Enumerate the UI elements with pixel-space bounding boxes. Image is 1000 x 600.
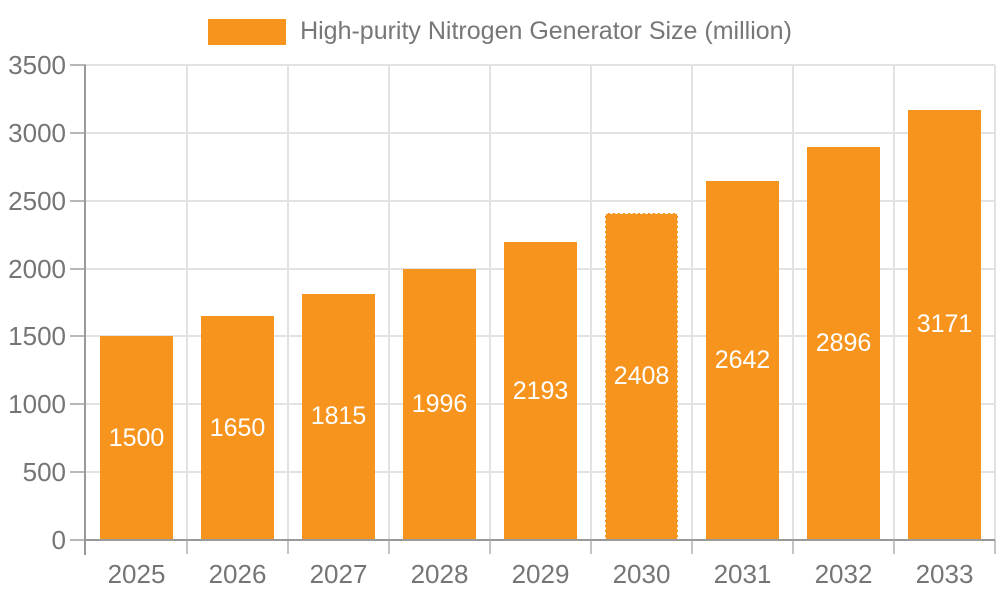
x-axis-tick-label: 2026 bbox=[208, 559, 267, 589]
gridline-vertical bbox=[489, 65, 491, 540]
legend: High-purity Nitrogen Generator Size (mil… bbox=[0, 17, 1000, 46]
y-axis-tick-label: 3000 bbox=[8, 117, 66, 148]
gridline-horizontal bbox=[86, 64, 995, 66]
x-axis-tick-label: 2033 bbox=[915, 559, 974, 589]
gridline-vertical bbox=[792, 65, 794, 540]
bar[interactable]: 1815 bbox=[302, 293, 375, 540]
x-axis-tick-label: 2029 bbox=[511, 559, 570, 589]
bar-value-label: 3171 bbox=[916, 310, 973, 339]
x-axis-tick bbox=[186, 540, 188, 554]
y-axis-tick bbox=[70, 199, 86, 202]
bar[interactable]: 2408 bbox=[605, 213, 678, 540]
plot-area: 1500 1650 1815 1996 2193 2408 2642 2896 3171 bbox=[86, 64, 996, 540]
x-axis-tick-label: 2032 bbox=[814, 559, 873, 589]
legend-label: High-purity Nitrogen Generator Size (mil… bbox=[300, 17, 792, 45]
gridline-vertical bbox=[388, 65, 390, 540]
y-axis-tick bbox=[70, 267, 86, 270]
bar-value-label: 2193 bbox=[512, 376, 569, 405]
bar-value-label: 2642 bbox=[714, 346, 771, 375]
y-axis-tick-label: 1000 bbox=[8, 389, 66, 420]
bar-value-label: 1996 bbox=[411, 390, 468, 419]
bar[interactable]: 2193 bbox=[504, 242, 577, 540]
y-axis-tick bbox=[70, 64, 86, 66]
bar-value-label: 1650 bbox=[209, 413, 266, 442]
x-axis-tick bbox=[691, 540, 693, 554]
bar[interactable]: 1996 bbox=[403, 269, 476, 540]
gridline-vertical bbox=[691, 65, 693, 540]
x-axis-tick bbox=[792, 540, 794, 554]
x-axis-tick-label: 2025 bbox=[107, 559, 166, 589]
bar[interactable]: 3171 bbox=[908, 109, 981, 540]
y-axis-tick bbox=[70, 335, 86, 338]
bar[interactable]: 1500 bbox=[100, 336, 173, 540]
y-axis-tick-label: 0 bbox=[51, 525, 66, 555]
y-axis-tick bbox=[70, 131, 86, 134]
bar[interactable]: 1650 bbox=[201, 316, 274, 540]
y-axis-tick-label: 3500 bbox=[8, 50, 66, 80]
gridline-vertical bbox=[287, 65, 289, 540]
y-axis-tick bbox=[70, 471, 86, 474]
x-axis-tick bbox=[388, 540, 390, 554]
gridline-vertical bbox=[186, 65, 188, 540]
gridline-horizontal bbox=[86, 199, 995, 202]
bar-value-label: 2896 bbox=[815, 328, 872, 357]
gridline-horizontal bbox=[86, 131, 995, 134]
x-axis-tick-label: 2027 bbox=[309, 559, 368, 589]
bar[interactable]: 2896 bbox=[807, 146, 880, 540]
legend-swatch-icon bbox=[208, 18, 287, 45]
x-axis-tick bbox=[489, 540, 491, 554]
y-axis-tick bbox=[70, 539, 86, 541]
x-axis-tick bbox=[994, 540, 996, 554]
legend-item[interactable]: High-purity Nitrogen Generator Size (mil… bbox=[208, 17, 792, 46]
x-axis-tick bbox=[893, 540, 895, 554]
y-axis-tick-label: 1500 bbox=[8, 321, 66, 352]
bar-value-label: 2408 bbox=[613, 362, 670, 391]
x-axis-tick bbox=[287, 540, 289, 554]
y-axis-line bbox=[84, 65, 86, 555]
y-axis-tick-label: 500 bbox=[22, 457, 66, 488]
gridline-vertical bbox=[893, 65, 895, 540]
gridline-vertical bbox=[994, 65, 996, 540]
x-axis-tick-label: 2030 bbox=[612, 559, 671, 589]
y-axis-tick bbox=[70, 403, 86, 406]
bar-value-label: 1815 bbox=[310, 402, 367, 431]
x-axis-tick-label: 2031 bbox=[713, 559, 772, 589]
gridline-vertical bbox=[590, 65, 592, 540]
x-axis-line bbox=[84, 539, 995, 541]
y-axis-tick-label: 2000 bbox=[8, 253, 66, 284]
y-axis-tick-label: 2500 bbox=[8, 185, 66, 216]
bar-value-label: 1500 bbox=[108, 423, 165, 452]
x-axis-tick bbox=[590, 540, 592, 554]
bar[interactable]: 2642 bbox=[706, 181, 779, 540]
x-axis-tick-label: 2028 bbox=[410, 559, 469, 589]
